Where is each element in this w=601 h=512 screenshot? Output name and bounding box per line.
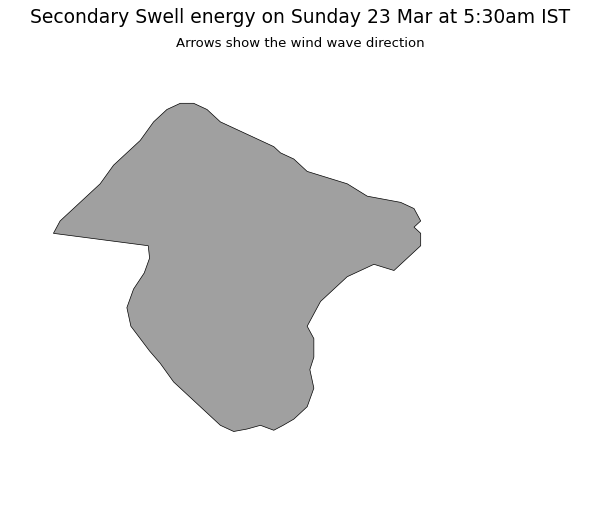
- Text: Arrows show the wind wave direction: Arrows show the wind wave direction: [176, 36, 425, 50]
- Text: Secondary Swell energy on Sunday 23 Mar at 5:30am IST: Secondary Swell energy on Sunday 23 Mar …: [31, 8, 570, 27]
- Polygon shape: [53, 103, 421, 432]
